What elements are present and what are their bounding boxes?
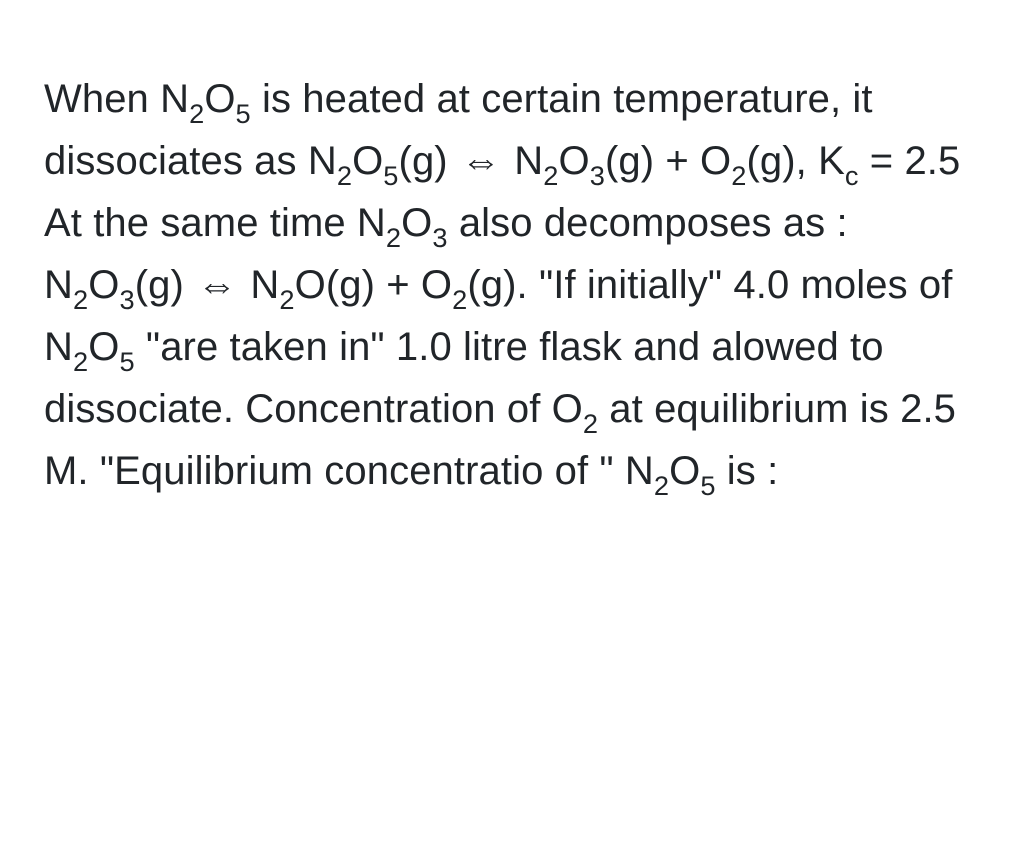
subscript: 2 [337,160,352,191]
text-fragment: is : [716,449,779,493]
subscript: 3 [119,284,134,315]
text-fragment: O [558,139,589,183]
text-fragment: O [401,201,432,245]
text-fragment: O [88,325,119,369]
subscript: 3 [590,160,605,191]
subscript: 2 [189,98,204,129]
subscript: 5 [383,160,398,191]
text-fragment: N [308,139,337,183]
subscript: 2 [543,160,558,191]
text-fragment: N [44,263,73,307]
subscript: 2 [583,408,598,439]
subscript: 5 [119,346,134,377]
subscript: 5 [700,470,715,501]
text-fragment: also decomposes as : [448,201,848,245]
subscript: 2 [654,470,669,501]
page: When N2O5 is heated at certain temperatu… [0,0,1024,570]
text-fragment: N [239,263,279,307]
text-fragment: O [88,263,119,307]
equilibrium-arrow-icon: ⇔ [195,254,239,316]
question-text: When N2O5 is heated at certain temperatu… [44,68,980,502]
subscript: 5 [236,98,251,129]
subscript: 2 [452,284,467,315]
text-fragment: (g) [399,139,459,183]
text-fragment: (g), K [746,139,844,183]
subscript: 2 [386,222,401,253]
text-fragment: O(g) + O [295,263,453,307]
subscript: 2 [73,346,88,377]
text-fragment: O [669,449,700,493]
subscript: 2 [279,284,294,315]
text-fragment: (g) [135,263,195,307]
subscript: c [845,160,859,191]
text-fragment: O [204,77,235,121]
equilibrium-arrow-icon: ⇔ [459,130,503,192]
subscript: 3 [432,222,447,253]
text-fragment: (g) + O [605,139,731,183]
subscript: 2 [73,284,88,315]
subscript: 2 [731,160,746,191]
text-fragment: When N [44,77,189,121]
text-fragment: N [503,139,543,183]
text-fragment: O [352,139,383,183]
